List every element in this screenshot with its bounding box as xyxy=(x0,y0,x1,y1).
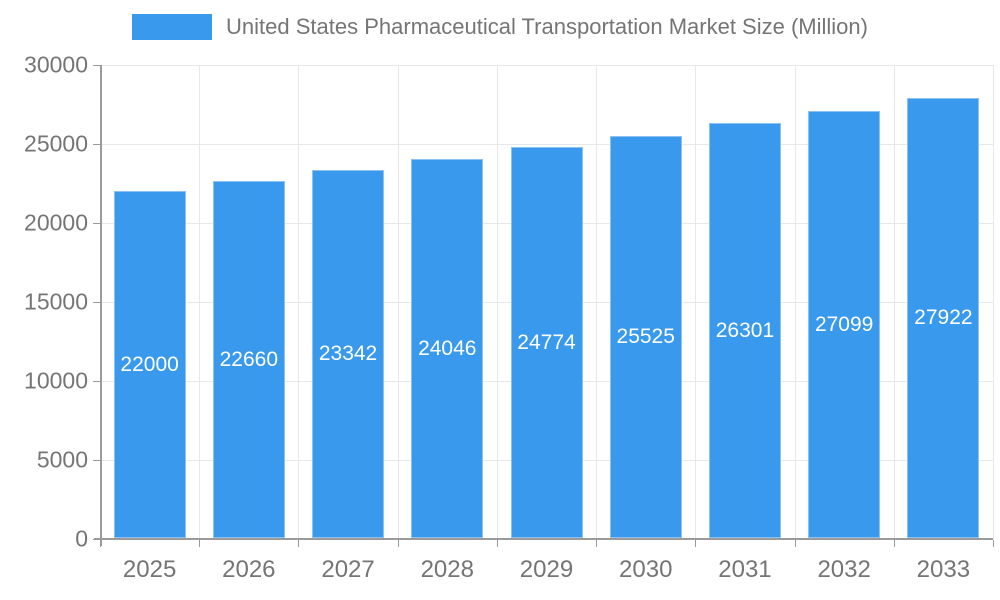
bar[interactable]: 26301 xyxy=(708,123,781,539)
y-tick-mark xyxy=(93,301,100,303)
gridline-vertical xyxy=(199,65,201,539)
bar[interactable]: 22000 xyxy=(113,191,186,539)
y-tick-label: 5000 xyxy=(36,446,88,473)
bar-value-label: 24046 xyxy=(418,336,477,360)
y-tick-mark xyxy=(93,538,100,540)
y-tick-label: 15000 xyxy=(24,288,88,315)
x-tick-label: 2025 xyxy=(122,556,177,583)
x-tick-label: 2033 xyxy=(916,556,971,583)
bar[interactable]: 24774 xyxy=(510,147,583,539)
x-tick-mark xyxy=(993,539,994,547)
x-tick-label: 2029 xyxy=(519,556,574,583)
x-tick-mark xyxy=(695,539,697,547)
gridline-vertical xyxy=(397,65,399,539)
x-tick-label: 2028 xyxy=(420,556,474,583)
gridline-vertical xyxy=(596,65,598,539)
x-tick-label: 2031 xyxy=(718,556,772,583)
gridline-vertical xyxy=(893,65,895,539)
x-tick-label: 2027 xyxy=(321,556,375,583)
y-tick-label: 0 xyxy=(75,525,88,551)
bar[interactable]: 24046 xyxy=(411,158,484,539)
x-tick-mark xyxy=(596,539,598,547)
legend: United States Pharmaceutical Transportat… xyxy=(0,14,1000,40)
x-tick-mark xyxy=(100,539,101,547)
bar-value-label: 24774 xyxy=(517,330,576,354)
bar-value-label: 26301 xyxy=(715,318,775,342)
plot-area: 22000 22660 23342 24046 24774 25525 26301 27099… xyxy=(100,65,994,539)
bar-value-label: 27099 xyxy=(814,312,874,336)
x-tick-mark xyxy=(893,539,895,547)
legend-item[interactable]: United States Pharmaceutical Transportat… xyxy=(132,14,868,40)
y-tick-mark xyxy=(93,459,100,461)
y-axis-line xyxy=(100,65,102,546)
y-tick-mark xyxy=(93,143,100,145)
bar[interactable]: 27099 xyxy=(808,110,881,539)
y-tick-label: 10000 xyxy=(24,367,88,394)
bar[interactable]: 25525 xyxy=(609,135,682,539)
bar-value-label: 23342 xyxy=(318,342,378,366)
y-tick-label: 20000 xyxy=(24,209,88,236)
y-tick-mark xyxy=(93,65,100,66)
x-tick-label: 2032 xyxy=(817,556,871,583)
y-tick-mark xyxy=(93,222,100,224)
y-tick-mark xyxy=(93,380,100,382)
bar[interactable]: 23342 xyxy=(312,170,385,539)
gridline-vertical xyxy=(298,65,300,539)
bar-value-label: 25525 xyxy=(616,325,675,349)
x-tick-mark xyxy=(199,539,201,547)
gridline-vertical xyxy=(993,65,994,539)
bar[interactable]: 22660 xyxy=(212,180,285,539)
x-axis-line xyxy=(94,538,993,540)
gridline-horizontal xyxy=(100,143,993,145)
gridline-vertical xyxy=(794,65,796,539)
legend-swatch-icon xyxy=(132,14,213,40)
gridline-vertical xyxy=(496,65,498,539)
x-tick-mark xyxy=(397,539,399,547)
x-tick-mark xyxy=(496,539,498,547)
x-tick-label: 2030 xyxy=(619,556,673,583)
x-tick-mark xyxy=(794,539,796,547)
bar-value-label: 27922 xyxy=(914,306,973,330)
x-tick-mark xyxy=(298,539,300,547)
bar-value-label: 22000 xyxy=(120,352,179,376)
bar[interactable]: 27922 xyxy=(907,97,980,539)
legend-label: United States Pharmaceutical Transportat… xyxy=(226,14,868,39)
y-tick-label: 30000 xyxy=(24,51,88,78)
x-tick-label: 2026 xyxy=(222,556,276,583)
y-tick-label: 25000 xyxy=(24,130,88,157)
gridline-horizontal xyxy=(100,65,993,66)
gridline-vertical xyxy=(695,65,697,539)
bar-value-label: 22660 xyxy=(219,347,279,371)
